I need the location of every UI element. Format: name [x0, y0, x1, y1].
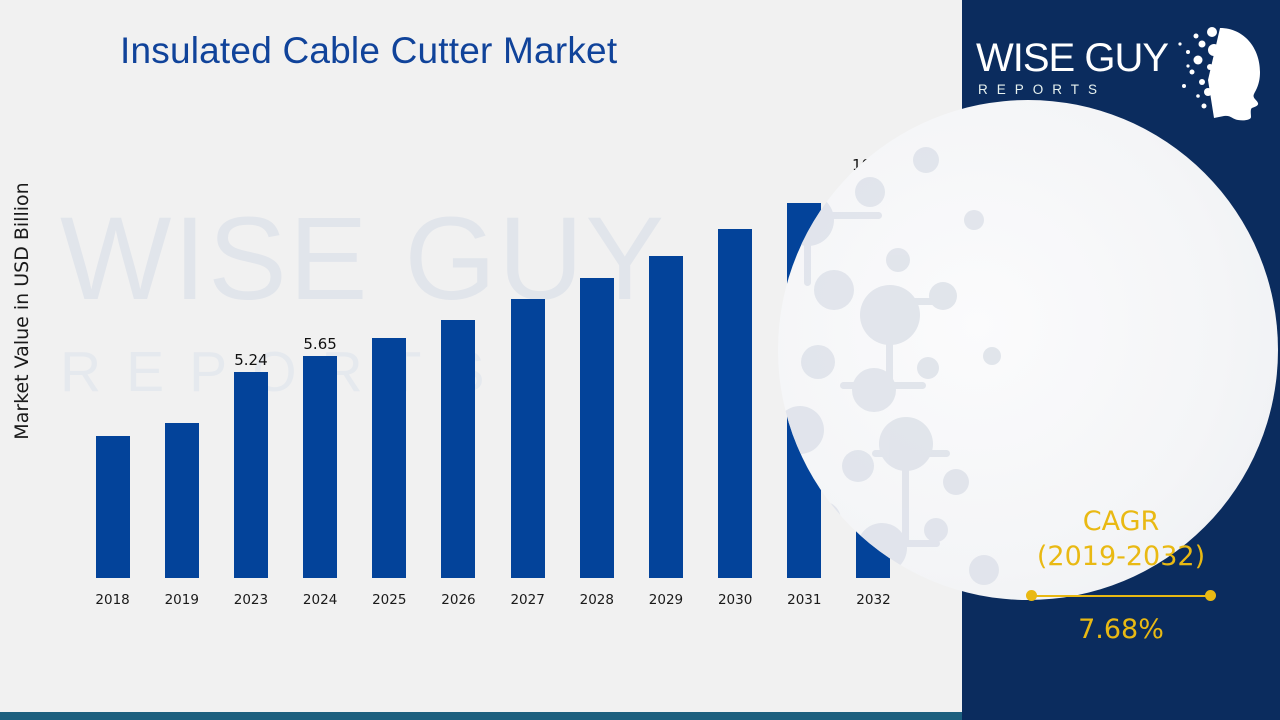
x-axis-tick: 2032 — [856, 592, 891, 608]
dotted-head-profile-icon — [1178, 27, 1260, 121]
bar — [579, 278, 614, 578]
x-axis-tick: 2030 — [717, 592, 753, 608]
logo: WISE GUY REPORTS — [962, 18, 1280, 128]
molecule-dots-icon — [778, 147, 1001, 585]
x-axis-tick: 2025 — [372, 592, 407, 608]
bar: 5.24 — [233, 351, 268, 578]
x-axis-tick: 2027 — [510, 592, 545, 608]
x-axis-tick: 2018 — [95, 592, 130, 608]
bar-slot — [424, 150, 493, 578]
x-axis-tick: 2023 — [233, 592, 269, 608]
bar-slot — [147, 150, 216, 578]
x-axis-tick: 2028 — [579, 592, 614, 608]
cagr-title-line-2: (2019-2032) — [1036, 540, 1206, 572]
bar-slot: 5.65 — [286, 150, 355, 578]
bar-slot — [493, 150, 562, 578]
logo-wordmark: WISE GUY — [976, 36, 1169, 80]
x-axis-tick: 2019 — [164, 592, 199, 608]
bar-value-label: 5.24 — [234, 351, 268, 370]
bar — [510, 299, 545, 578]
divider-dot-left — [1026, 590, 1037, 602]
bar — [648, 256, 683, 578]
x-axis-tick-labels: 2018 2019 2023 2024 2025 2026 2027 2028 2029 2030… — [78, 592, 908, 608]
bottom-accent-strip — [0, 712, 962, 720]
bar: 5.65 — [303, 335, 338, 578]
bar — [372, 338, 407, 578]
y-axis-label: Market Value in USD Billion — [11, 182, 33, 440]
x-axis-tick: 2031 — [787, 592, 822, 608]
cagr-title: CAGR (2019-2032) — [962, 505, 1280, 574]
bar — [718, 229, 753, 578]
x-axis-tick: 2029 — [648, 592, 684, 608]
bar-slot — [78, 150, 147, 578]
bar-slot: 5.24 — [216, 150, 285, 578]
x-axis-tick: 2024 — [302, 592, 338, 608]
divider-dot-right — [1205, 590, 1216, 602]
cagr-block: CAGR (2019-2032) 7.68% — [962, 505, 1280, 645]
bar-slot — [562, 150, 631, 578]
cagr-value: 7.68% — [1078, 614, 1164, 646]
bar-value-label: 5.65 — [303, 335, 337, 354]
divider-line — [1032, 595, 1210, 598]
bar — [164, 423, 199, 578]
bar-slot — [355, 150, 424, 578]
bar — [95, 436, 130, 578]
page-title: Insulated Cable Cutter Market — [120, 30, 618, 71]
bar — [441, 319, 476, 578]
cagr-divider — [1026, 590, 1216, 602]
logo-subtitle: REPORTS — [978, 82, 1107, 97]
x-axis-tick: 2026 — [441, 592, 476, 608]
bar-slot — [701, 150, 770, 578]
cagr-title-line-1: CAGR — [1082, 506, 1160, 537]
bar-slot — [631, 150, 700, 578]
